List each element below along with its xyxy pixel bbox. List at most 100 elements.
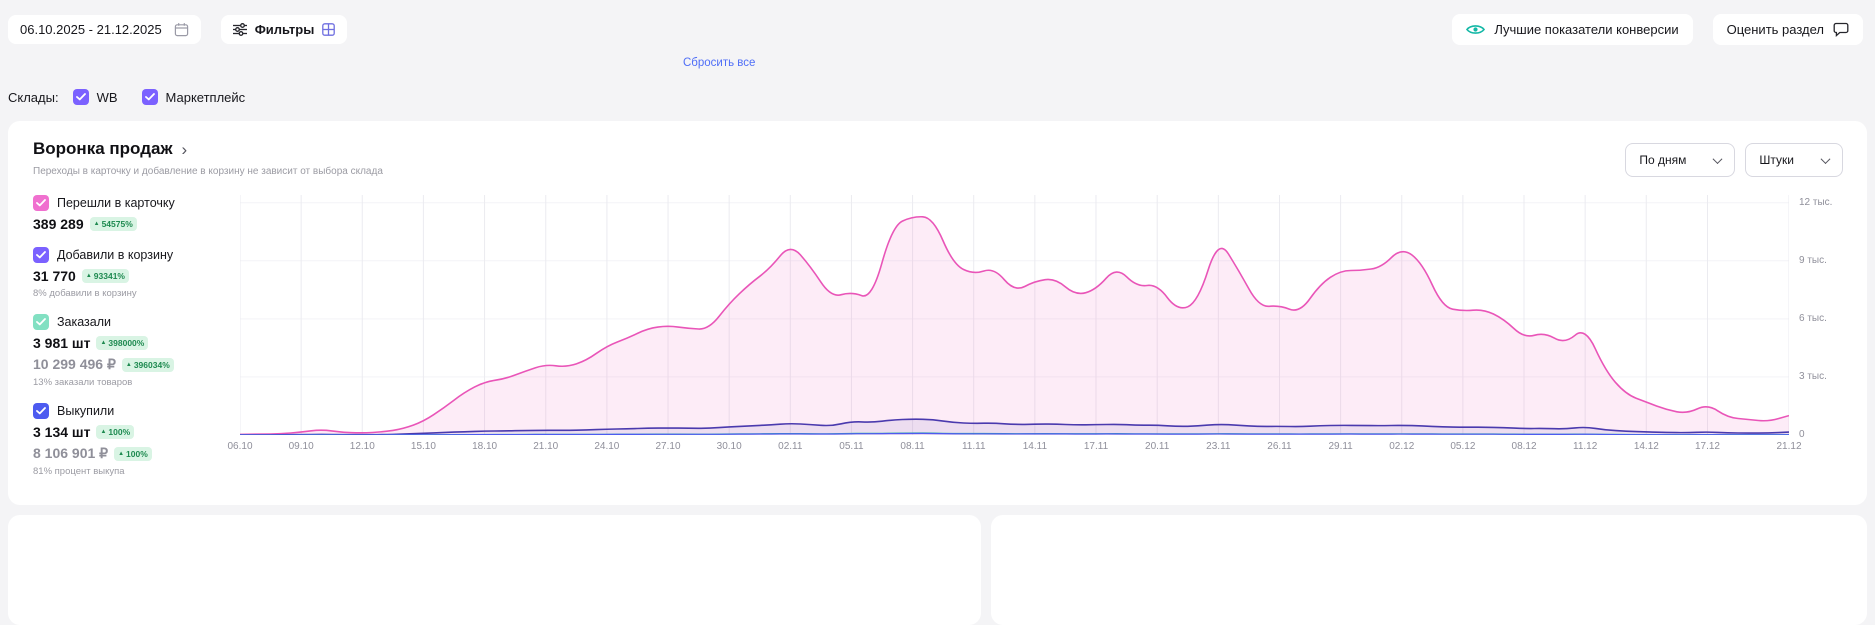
rate-section-button[interactable]: Оценить раздел xyxy=(1712,14,1863,45)
bottom-right-card xyxy=(990,515,1867,625)
filters-button[interactable]: Фильтры xyxy=(220,15,348,44)
metric-note: 81% процент выкупа xyxy=(33,466,125,477)
x-tick-label: 30.10 xyxy=(716,441,742,452)
x-tick-label: 14.11 xyxy=(1022,441,1048,452)
x-tick-label: 26.11 xyxy=(1267,441,1292,452)
units-value: Штуки xyxy=(1759,153,1794,167)
best-conversion-button[interactable]: Лучшие показатели конверсии xyxy=(1452,14,1693,45)
checkbox-checked-icon xyxy=(33,195,49,211)
metric-bought-out: Выкупили 3 134 шт ▲ 100% 8 106 901 ₽ ▲ 100… xyxy=(33,403,236,477)
x-tick-label: 17.11 xyxy=(1083,441,1109,452)
metric-label: Выкупили xyxy=(57,404,115,418)
y-axis-labels: 0 3 тыс. 6 тыс. 9 тыс. 12 тыс. xyxy=(1793,195,1849,440)
growth-badge: ▲ 54575% xyxy=(89,217,137,231)
best-conversion-label: Лучшие показатели конверсии xyxy=(1494,22,1679,37)
warehouse-marketplace-checkbox[interactable]: Маркетплейс xyxy=(141,89,246,105)
metric-card-views: Перешли в карточку 389 289 ▲ 54575% xyxy=(33,195,236,232)
checkbox-checked-icon xyxy=(141,89,158,105)
x-tick-label: 06.10 xyxy=(227,441,253,452)
x-tick-label: 08.11 xyxy=(900,441,925,452)
x-tick-label: 23.11 xyxy=(1206,441,1231,452)
checkbox-checked-icon xyxy=(33,247,49,263)
y-tick-label: 6 тыс. xyxy=(1799,312,1827,324)
x-tick-label: 05.12 xyxy=(1450,441,1476,452)
sales-funnel-card: Воронка продаж › Переходы в карточку и д… xyxy=(8,121,1867,505)
warehouse-wb-label: WB xyxy=(96,89,118,105)
chart-grid-icon xyxy=(322,23,336,36)
warehouses-row: Склады: WB Маркетплейс xyxy=(0,77,1875,105)
metric-value-rub: 8 106 901 ₽ xyxy=(33,445,109,461)
metric-note: 8% добавили в корзину xyxy=(33,288,137,299)
group-by-value: По дням xyxy=(1639,153,1687,167)
metric-label: Добавили в корзину xyxy=(57,248,174,262)
chart-canvas[interactable] xyxy=(240,195,1789,435)
x-tick-label: 05.11 xyxy=(839,441,864,452)
x-tick-label: 21.10 xyxy=(533,441,559,452)
metric-bought-out-checkbox[interactable]: Выкупили xyxy=(33,403,236,419)
x-tick-label: 11.12 xyxy=(1573,441,1598,452)
x-tick-label: 02.12 xyxy=(1389,441,1415,452)
metric-value: 3 981 шт xyxy=(33,335,91,351)
metric-value: 389 289 xyxy=(33,216,84,232)
metric-add-to-cart-checkbox[interactable]: Добавили в корзину xyxy=(33,247,236,263)
x-tick-label: 14.12 xyxy=(1633,441,1659,452)
bottom-left-card xyxy=(8,515,981,625)
x-tick-label: 09.10 xyxy=(288,441,314,452)
growth-badge: ▲ 93341% xyxy=(81,269,129,283)
x-tick-label: 11.11 xyxy=(961,441,986,452)
growth-badge: ▲ 100% xyxy=(114,446,152,461)
checkbox-checked-icon xyxy=(33,403,49,419)
y-tick-label: 12 тыс. xyxy=(1799,196,1833,208)
reset-all-link[interactable]: Сбросить все xyxy=(683,57,756,69)
x-tick-label: 27.10 xyxy=(655,441,681,452)
filters-icon xyxy=(232,23,247,36)
x-tick-label: 02.11 xyxy=(778,441,803,452)
x-tick-label: 08.12 xyxy=(1511,441,1537,452)
x-tick-label: 18.10 xyxy=(472,441,498,452)
warehouse-wb-checkbox[interactable]: WB xyxy=(72,89,118,105)
x-tick-label: 29.11 xyxy=(1328,441,1353,452)
x-axis-labels: 06.10 09.10 12.10 15.10 18.10 21.10 24.10 27.10… xyxy=(227,441,1801,459)
chevron-down-icon xyxy=(1712,153,1723,164)
chevron-right-icon[interactable]: › xyxy=(181,139,188,159)
chevron-down-icon xyxy=(1820,153,1831,164)
topbar: 06.10.2025 - 21.12.2025 Фильтры xyxy=(0,0,1875,45)
metric-ordered: Заказали 3 981 шт ▲ 398000% 10 299 496 ₽ … xyxy=(33,314,236,388)
date-range-value: 06.10.2025 - 21.12.2025 xyxy=(20,22,162,37)
funnel-header: Воронка продаж › Переходы в карточку и д… xyxy=(8,121,1867,177)
growth-badge: ▲ 396034% xyxy=(121,357,174,372)
triangle-up-icon: ▲ xyxy=(125,361,132,368)
date-range-picker[interactable]: 06.10.2025 - 21.12.2025 xyxy=(8,15,201,44)
x-tick-label: 17.12 xyxy=(1694,441,1720,452)
triangle-up-icon: ▲ xyxy=(100,429,107,435)
metric-value-rub: 10 299 496 ₽ xyxy=(33,356,116,372)
rate-section-label: Оценить раздел xyxy=(1726,22,1824,37)
triangle-up-icon: ▲ xyxy=(100,340,107,346)
growth-badge: ▲ 398000% xyxy=(96,336,149,350)
checkbox-checked-icon xyxy=(33,314,49,330)
y-tick-label: 9 тыс. xyxy=(1799,254,1827,266)
triangle-up-icon: ▲ xyxy=(85,273,92,279)
funnel-metrics: Перешли в карточку 389 289 ▲ 54575% Добав… xyxy=(8,195,236,492)
comment-icon xyxy=(1833,22,1849,37)
group-by-select[interactable]: По дням xyxy=(1625,143,1736,177)
funnel-title: Воронка продаж xyxy=(33,139,173,158)
triangle-up-icon: ▲ xyxy=(118,450,125,457)
metric-label: Заказали xyxy=(57,315,112,329)
filters-label: Фильтры xyxy=(254,22,315,37)
warehouse-marketplace-label: Маркетплейс xyxy=(165,89,246,105)
metric-label: Перешли в карточку xyxy=(57,196,175,210)
filters-reset-row: Сбросить все xyxy=(0,53,1875,77)
x-tick-label: 15.10 xyxy=(410,441,436,452)
growth-badge: ▲ 100% xyxy=(96,425,135,439)
metric-value: 31 770 xyxy=(33,268,76,284)
calendar-icon xyxy=(174,23,188,37)
eye-icon xyxy=(1466,25,1486,34)
units-select[interactable]: Штуки xyxy=(1745,143,1843,177)
warehouses-label: Склады: xyxy=(8,89,59,105)
metric-card-views-checkbox[interactable]: Перешли в карточку xyxy=(33,195,236,211)
y-tick-label: 0 xyxy=(1799,429,1805,440)
metric-value: 3 134 шт xyxy=(33,424,91,440)
metric-note: 13% заказали товаров xyxy=(33,377,133,388)
metric-ordered-checkbox[interactable]: Заказали xyxy=(33,314,236,330)
